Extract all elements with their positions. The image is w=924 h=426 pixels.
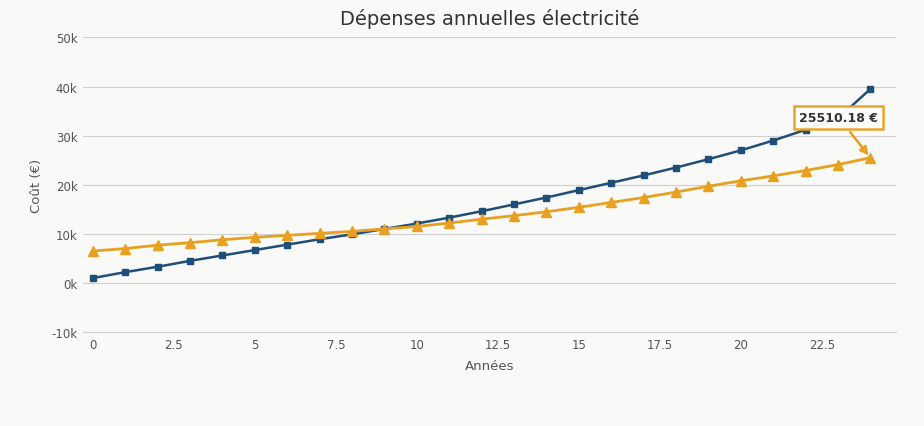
Text: 25510.18 €: 25510.18 € xyxy=(799,112,878,154)
Sans photovoltaïque xyxy=(444,216,455,221)
Avec photovoltaïque xyxy=(865,156,876,161)
Sans photovoltaïque xyxy=(703,157,714,162)
Avec photovoltaïque xyxy=(605,200,616,205)
Sans photovoltaïque xyxy=(249,248,261,253)
Sans photovoltaïque xyxy=(800,128,811,133)
Sans photovoltaïque xyxy=(314,237,325,242)
Avec photovoltaïque xyxy=(379,227,390,232)
Sans photovoltaïque xyxy=(476,209,487,214)
Avec photovoltaïque xyxy=(638,196,650,201)
Line: Avec photovoltaïque: Avec photovoltaïque xyxy=(89,154,875,256)
Sans photovoltaïque xyxy=(152,265,164,270)
Avec photovoltaïque xyxy=(249,235,261,240)
Avec photovoltaïque xyxy=(444,221,455,226)
Sans photovoltaïque xyxy=(833,117,844,122)
Avec photovoltaïque xyxy=(703,184,714,189)
Sans photovoltaïque xyxy=(671,166,682,171)
Line: Sans photovoltaïque: Sans photovoltaïque xyxy=(90,86,874,282)
Avec photovoltaïque xyxy=(346,229,358,234)
Avec photovoltaïque xyxy=(508,213,519,219)
Avec photovoltaïque xyxy=(768,174,779,179)
Sans photovoltaïque xyxy=(736,149,747,154)
Avec photovoltaïque xyxy=(88,249,99,254)
Sans photovoltaïque xyxy=(865,87,876,92)
Sans photovoltaïque xyxy=(768,139,779,144)
Sans photovoltaïque xyxy=(88,276,99,281)
Sans photovoltaïque xyxy=(185,259,196,264)
Avec photovoltaïque xyxy=(185,241,196,246)
Avec photovoltaïque xyxy=(573,205,584,210)
Sans photovoltaïque xyxy=(217,253,228,259)
Sans photovoltaïque xyxy=(411,222,422,227)
Sans photovoltaïque xyxy=(541,196,552,201)
Avec photovoltaïque xyxy=(282,233,293,238)
Avec photovoltaïque xyxy=(152,243,164,248)
Avec photovoltaïque xyxy=(541,210,552,215)
Sans photovoltaïque xyxy=(282,242,293,248)
Avec photovoltaïque xyxy=(314,231,325,236)
Avec photovoltaïque xyxy=(476,217,487,222)
X-axis label: Années: Années xyxy=(465,359,515,372)
Sans photovoltaïque xyxy=(120,270,131,275)
Sans photovoltaïque xyxy=(346,232,358,237)
Avec photovoltaïque xyxy=(411,225,422,230)
Legend: Sans photovoltaïque, Avec photovoltaïque: Sans photovoltaïque, Avec photovoltaïque xyxy=(307,421,673,426)
Y-axis label: Coût (€): Coût (€) xyxy=(30,158,43,212)
Avec photovoltaïque xyxy=(671,190,682,195)
Title: Dépenses annuelles électricité: Dépenses annuelles électricité xyxy=(340,9,639,29)
Avec photovoltaïque xyxy=(800,169,811,174)
Avec photovoltaïque xyxy=(736,179,747,184)
Sans photovoltaïque xyxy=(638,173,650,178)
Sans photovoltaïque xyxy=(573,188,584,193)
Sans photovoltaïque xyxy=(379,227,390,232)
Sans photovoltaïque xyxy=(508,202,519,207)
Sans photovoltaïque xyxy=(605,181,616,186)
Avec photovoltaïque xyxy=(217,238,228,243)
Avec photovoltaïque xyxy=(833,163,844,168)
Avec photovoltaïque xyxy=(120,246,131,251)
